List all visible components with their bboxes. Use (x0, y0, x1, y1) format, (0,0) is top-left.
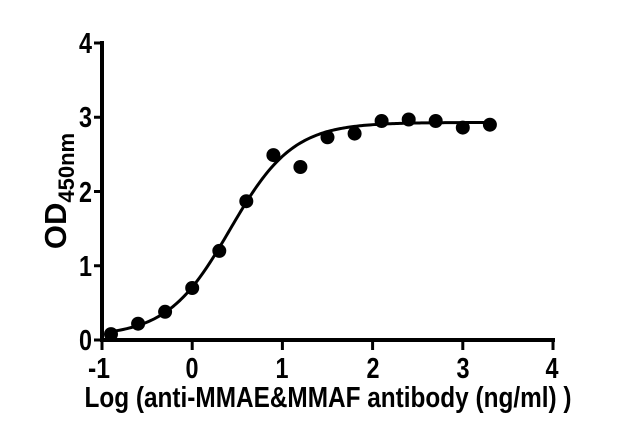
x-tick-label: 3 (457, 353, 470, 385)
chart-labels: 0 1 2 3 4 -1 0 1 2 3 4 Log (anti-MMAE&MM… (38, 28, 572, 414)
x-axis-title: Log (anti-MMAE&MMAF antibody (ng/ml) ) (85, 382, 572, 414)
data-point (104, 327, 118, 342)
data-point (212, 243, 227, 258)
data-point (401, 112, 416, 127)
data-point (158, 304, 173, 319)
data-point (455, 120, 470, 135)
data-point (482, 117, 497, 132)
data-point (266, 148, 281, 163)
x-tick-label: 0 (186, 353, 199, 385)
y-tick-label: 2 (79, 177, 92, 209)
y-axis-title-main: OD (38, 203, 73, 250)
data-point (131, 316, 146, 331)
data-point (374, 114, 389, 128)
data-point (239, 194, 254, 209)
y-axis-title: OD450nm (38, 133, 79, 249)
data-point (320, 130, 335, 145)
data-point (428, 114, 443, 128)
data-point (185, 281, 200, 295)
x-tick-label: -1 (88, 353, 110, 385)
chart-geometry (94, 41, 555, 350)
y-tick-label: 4 (79, 28, 92, 60)
data-point (293, 160, 308, 174)
y-tick-label: 1 (79, 251, 92, 283)
x-tick-label: 2 (367, 353, 380, 385)
x-tick-label: 4 (546, 353, 559, 385)
x-tick-label: 1 (276, 353, 289, 385)
y-tick-label: 0 (79, 325, 92, 357)
y-axis-title-subscript: 450nm (54, 133, 79, 203)
data-point (347, 126, 362, 141)
fit-curve (107, 121, 494, 334)
y-tick-label: 3 (79, 102, 92, 134)
